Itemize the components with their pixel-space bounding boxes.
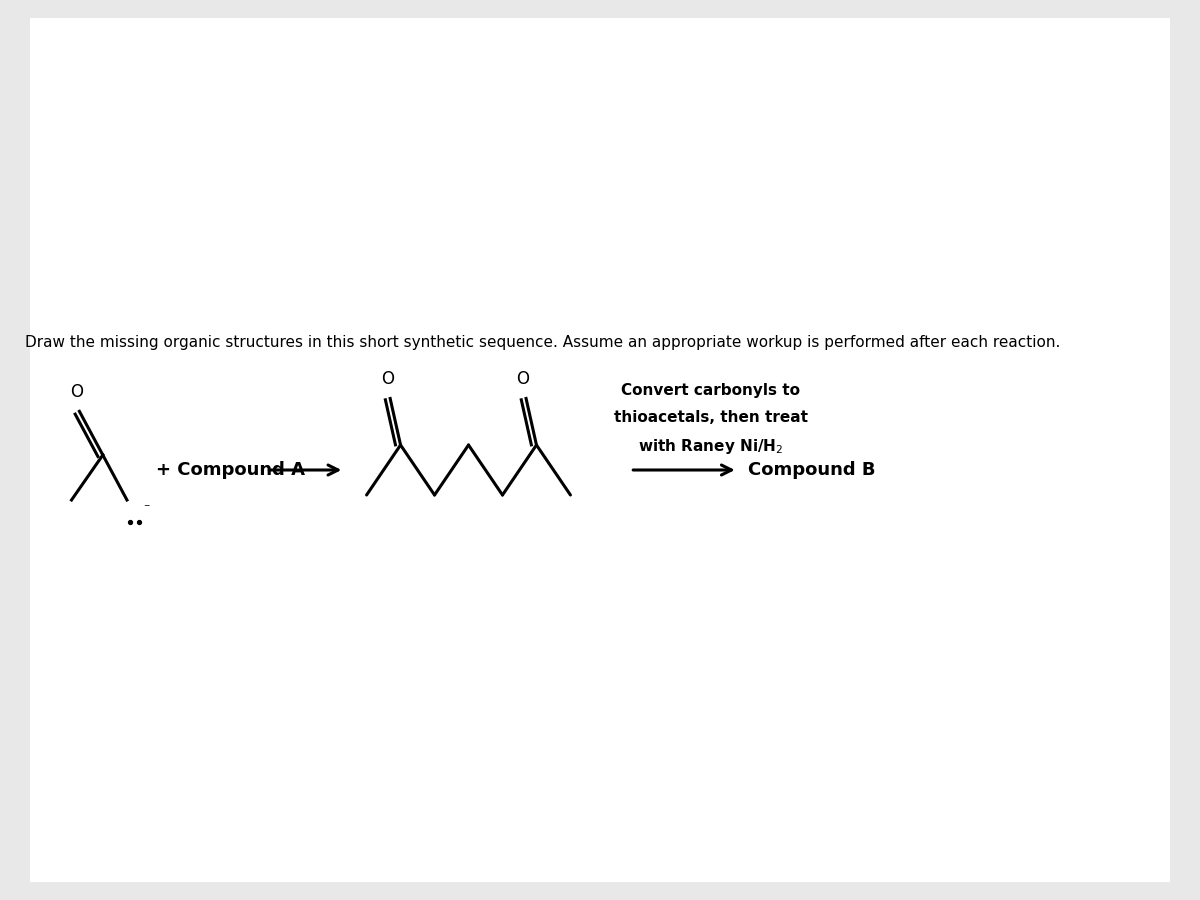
Text: + Compound A: + Compound A (156, 461, 306, 479)
Text: O: O (516, 370, 529, 388)
Text: with Raney Ni/H$_2$: with Raney Ni/H$_2$ (638, 436, 784, 455)
Text: O: O (380, 370, 394, 388)
Text: O: O (71, 383, 83, 401)
Text: thioacetals, then treat: thioacetals, then treat (614, 410, 808, 426)
Text: Compound B: Compound B (749, 461, 876, 479)
Text: Convert carbonyls to: Convert carbonyls to (622, 382, 800, 398)
Text: $^{-}$: $^{-}$ (143, 503, 151, 513)
Text: Draw the missing organic structures in this short synthetic sequence. Assume an : Draw the missing organic structures in t… (25, 335, 1061, 349)
